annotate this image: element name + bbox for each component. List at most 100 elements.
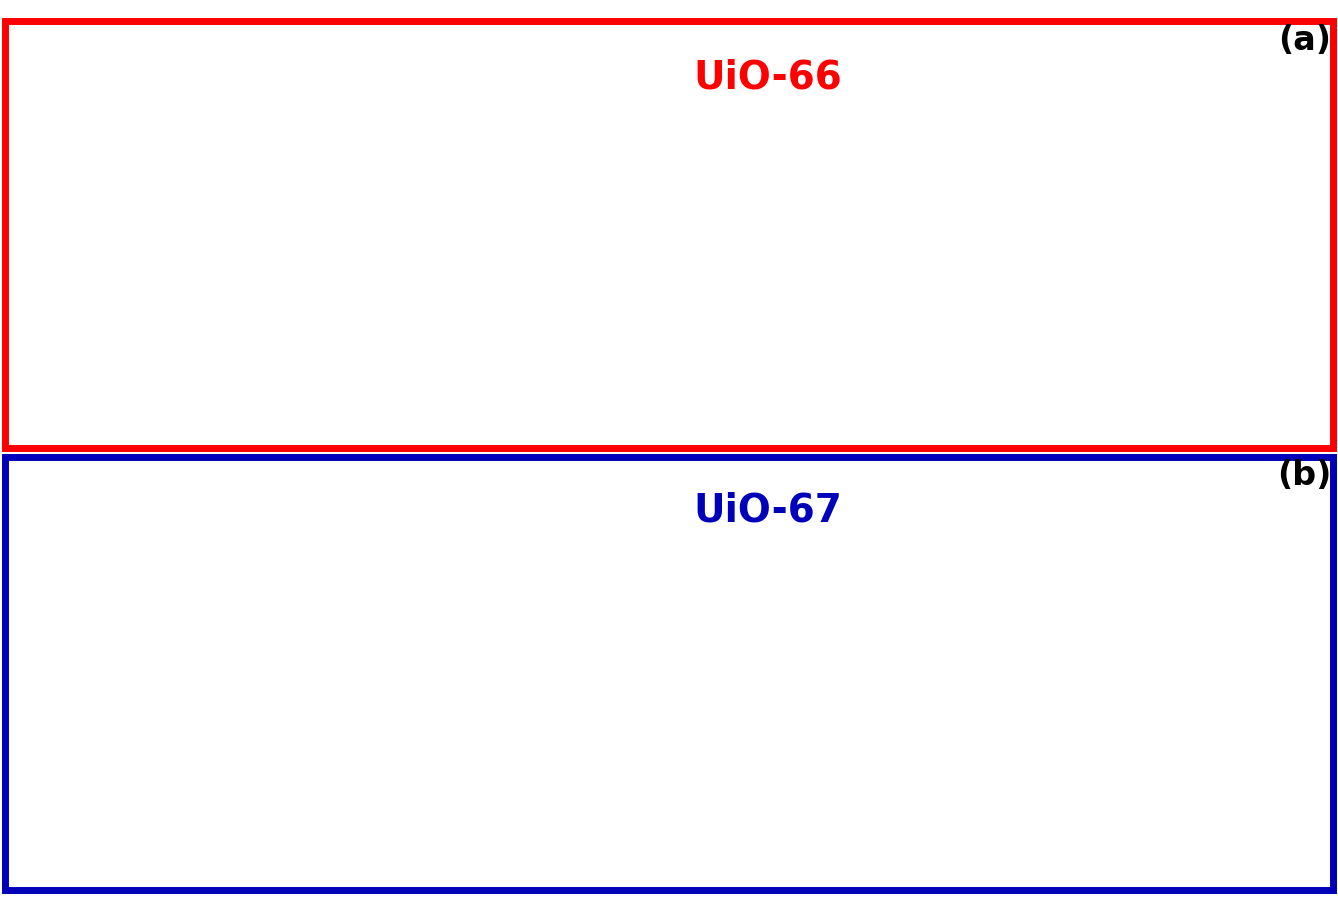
Circle shape bbox=[434, 309, 436, 312]
Circle shape bbox=[432, 732, 438, 738]
Circle shape bbox=[611, 710, 618, 717]
Circle shape bbox=[262, 780, 265, 782]
Circle shape bbox=[1041, 600, 1045, 602]
Circle shape bbox=[312, 408, 318, 414]
Circle shape bbox=[333, 58, 336, 61]
Circle shape bbox=[1242, 696, 1258, 706]
Circle shape bbox=[510, 60, 512, 62]
Circle shape bbox=[1123, 649, 1125, 651]
Circle shape bbox=[815, 673, 819, 676]
Circle shape bbox=[351, 71, 353, 72]
Circle shape bbox=[538, 668, 541, 670]
Circle shape bbox=[1193, 562, 1198, 564]
Circle shape bbox=[771, 601, 775, 603]
Circle shape bbox=[432, 530, 438, 536]
Circle shape bbox=[977, 226, 991, 236]
Circle shape bbox=[314, 843, 316, 844]
Circle shape bbox=[613, 689, 615, 692]
Circle shape bbox=[986, 211, 1002, 221]
Circle shape bbox=[602, 328, 605, 331]
Circle shape bbox=[310, 489, 312, 491]
Circle shape bbox=[313, 233, 316, 236]
Circle shape bbox=[252, 774, 258, 780]
Circle shape bbox=[1025, 664, 1029, 667]
Circle shape bbox=[506, 848, 512, 855]
Circle shape bbox=[1074, 689, 1078, 691]
Circle shape bbox=[614, 746, 615, 747]
Circle shape bbox=[432, 711, 435, 714]
Circle shape bbox=[253, 562, 256, 564]
Circle shape bbox=[369, 668, 372, 670]
Circle shape bbox=[429, 80, 440, 91]
Circle shape bbox=[1127, 205, 1131, 207]
Circle shape bbox=[254, 594, 256, 596]
Circle shape bbox=[252, 211, 258, 217]
Circle shape bbox=[294, 848, 301, 855]
Circle shape bbox=[1165, 144, 1169, 146]
Circle shape bbox=[357, 410, 360, 411]
Circle shape bbox=[823, 541, 839, 552]
Circle shape bbox=[242, 328, 245, 331]
Circle shape bbox=[246, 740, 248, 742]
Circle shape bbox=[549, 487, 551, 490]
Text: O: O bbox=[136, 294, 147, 309]
Circle shape bbox=[464, 487, 467, 490]
Circle shape bbox=[352, 408, 355, 410]
Circle shape bbox=[253, 551, 256, 554]
Circle shape bbox=[613, 136, 615, 139]
Polygon shape bbox=[997, 165, 1042, 193]
Circle shape bbox=[253, 349, 256, 352]
Circle shape bbox=[749, 613, 753, 616]
Circle shape bbox=[447, 72, 459, 83]
Circle shape bbox=[1183, 604, 1187, 607]
Circle shape bbox=[611, 826, 618, 834]
Circle shape bbox=[713, 680, 729, 691]
Circle shape bbox=[511, 57, 518, 63]
Circle shape bbox=[779, 546, 830, 579]
Circle shape bbox=[838, 660, 840, 661]
Polygon shape bbox=[450, 71, 601, 225]
Circle shape bbox=[400, 848, 405, 855]
Circle shape bbox=[1070, 570, 1073, 573]
Circle shape bbox=[274, 408, 277, 410]
Circle shape bbox=[223, 55, 235, 66]
Circle shape bbox=[628, 248, 638, 258]
Circle shape bbox=[1159, 649, 1163, 651]
Polygon shape bbox=[755, 625, 803, 656]
Circle shape bbox=[983, 668, 1034, 700]
Circle shape bbox=[1254, 210, 1258, 212]
Circle shape bbox=[432, 174, 435, 177]
Circle shape bbox=[622, 560, 624, 562]
Polygon shape bbox=[269, 71, 420, 225]
Circle shape bbox=[613, 711, 615, 714]
Text: O: O bbox=[96, 584, 107, 598]
Circle shape bbox=[538, 487, 543, 494]
Circle shape bbox=[848, 656, 852, 658]
Circle shape bbox=[411, 487, 413, 490]
Circle shape bbox=[1268, 636, 1284, 646]
Circle shape bbox=[579, 848, 586, 855]
Circle shape bbox=[1037, 189, 1052, 199]
Circle shape bbox=[591, 647, 602, 658]
Circle shape bbox=[512, 408, 515, 410]
Circle shape bbox=[274, 58, 277, 61]
Circle shape bbox=[1172, 711, 1176, 714]
Circle shape bbox=[609, 640, 621, 651]
Circle shape bbox=[495, 668, 502, 674]
Circle shape bbox=[364, 481, 365, 483]
Polygon shape bbox=[1105, 247, 1152, 275]
Circle shape bbox=[1040, 705, 1044, 708]
Circle shape bbox=[274, 233, 277, 236]
Circle shape bbox=[551, 57, 558, 63]
Circle shape bbox=[506, 487, 512, 494]
Circle shape bbox=[411, 828, 423, 839]
Circle shape bbox=[1054, 578, 1058, 580]
Circle shape bbox=[249, 640, 261, 651]
Circle shape bbox=[843, 678, 894, 710]
Circle shape bbox=[273, 57, 280, 63]
Circle shape bbox=[504, 679, 506, 680]
Circle shape bbox=[252, 816, 258, 823]
Circle shape bbox=[554, 497, 555, 499]
Circle shape bbox=[1140, 642, 1144, 645]
Circle shape bbox=[432, 689, 435, 692]
